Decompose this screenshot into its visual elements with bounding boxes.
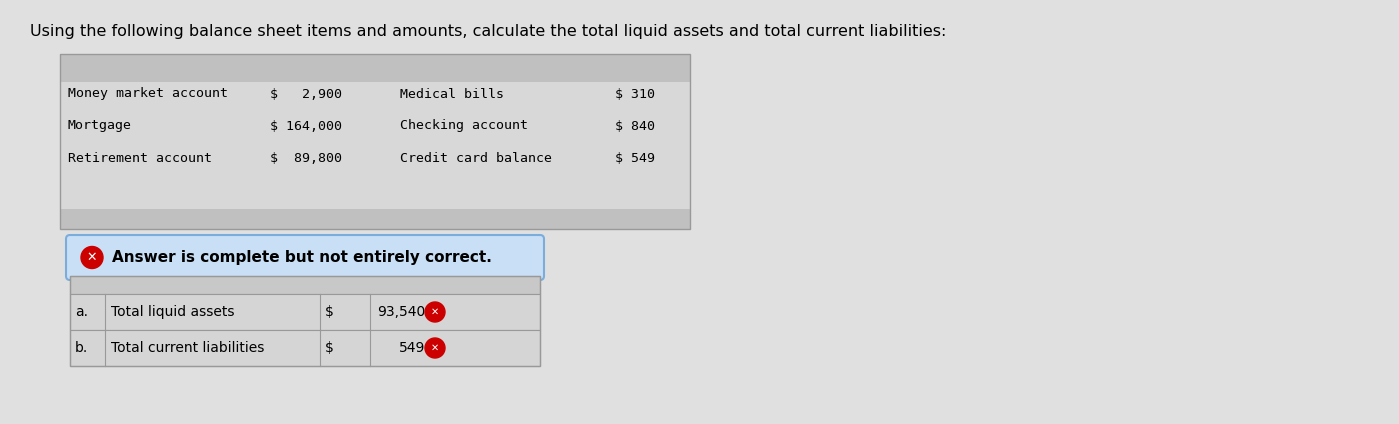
Text: Retirement account: Retirement account: [69, 151, 213, 165]
Text: ✕: ✕: [431, 307, 439, 317]
Bar: [60, 54, 690, 82]
Circle shape: [81, 246, 104, 268]
Text: $   2,900: $ 2,900: [270, 87, 341, 100]
Bar: [60, 82, 690, 209]
Text: b.: b.: [76, 341, 88, 355]
Text: Mortgage: Mortgage: [69, 120, 132, 132]
Bar: [60, 54, 690, 229]
Bar: [60, 209, 690, 229]
Text: 93,540: 93,540: [376, 305, 425, 319]
Circle shape: [425, 302, 445, 322]
Text: $ 310: $ 310: [616, 87, 655, 100]
FancyBboxPatch shape: [66, 235, 544, 280]
Text: Money market account: Money market account: [69, 87, 228, 100]
Text: Total liquid assets: Total liquid assets: [111, 305, 235, 319]
Text: Total current liabilities: Total current liabilities: [111, 341, 264, 355]
Circle shape: [425, 338, 445, 358]
Text: $: $: [325, 341, 334, 355]
Bar: [70, 294, 540, 330]
Text: Credit card balance: Credit card balance: [400, 151, 553, 165]
Text: a.: a.: [76, 305, 88, 319]
Text: Using the following balance sheet items and amounts, calculate the total liquid : Using the following balance sheet items …: [29, 24, 946, 39]
Text: $ 164,000: $ 164,000: [270, 120, 341, 132]
Bar: [70, 276, 540, 366]
Text: ✕: ✕: [431, 343, 439, 353]
Text: $ 549: $ 549: [616, 151, 655, 165]
Text: $  89,800: $ 89,800: [270, 151, 341, 165]
Bar: [70, 330, 540, 366]
Text: 549: 549: [399, 341, 425, 355]
Text: $ 840: $ 840: [616, 120, 655, 132]
Text: $: $: [325, 305, 334, 319]
Text: ✕: ✕: [87, 251, 98, 264]
Text: Answer is complete but not entirely correct.: Answer is complete but not entirely corr…: [112, 250, 492, 265]
Bar: [70, 276, 540, 294]
Text: Checking account: Checking account: [400, 120, 527, 132]
Text: Medical bills: Medical bills: [400, 87, 504, 100]
